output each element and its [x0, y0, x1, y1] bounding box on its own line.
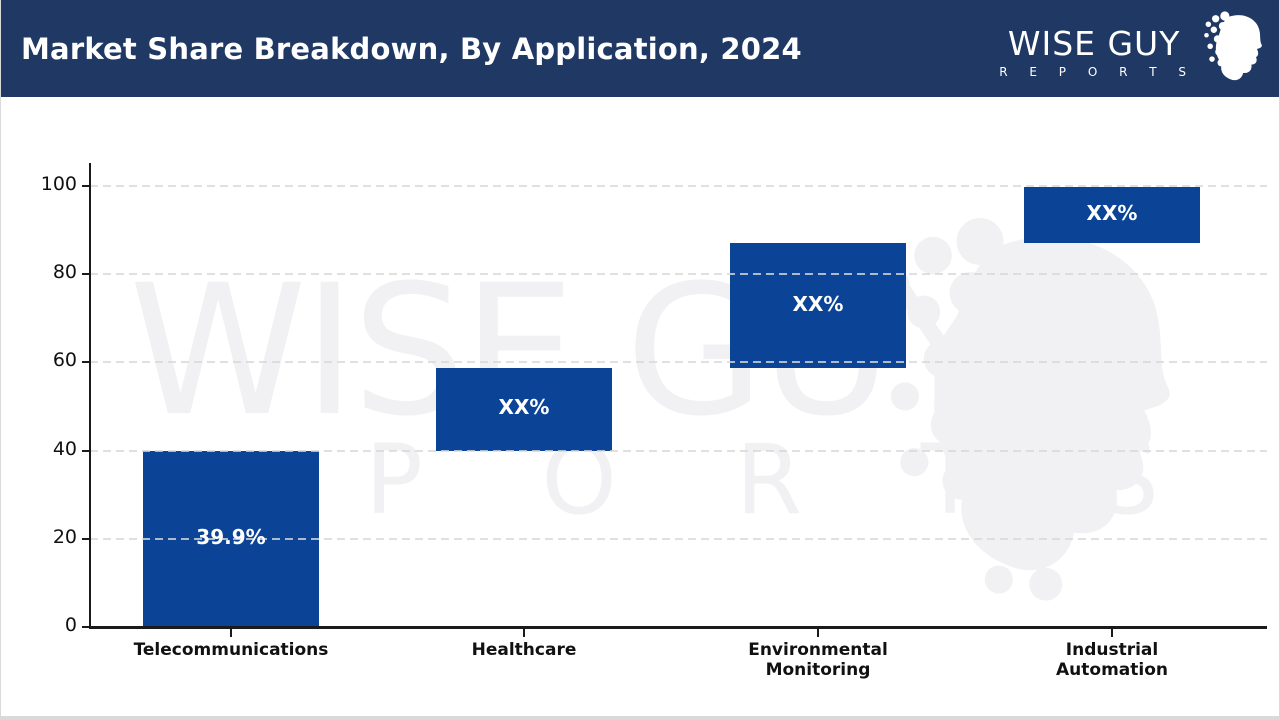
y-tick-mark: [82, 449, 89, 452]
bar-value-label: XX%: [498, 395, 550, 420]
gridline: [90, 273, 1267, 276]
x-axis: [89, 626, 1267, 629]
x-category-label-telecommunications: Telecommunications: [133, 640, 329, 660]
x-tick-mark: [230, 629, 232, 637]
bar-value-label: XX%: [792, 291, 844, 316]
report-title: Market Share Breakdown, By Application, …: [21, 31, 802, 66]
brand-wordmark: WISE GUY R E P O R T S: [993, 24, 1195, 79]
y-tick-mark: [82, 185, 89, 187]
brand-logo: WISE GUY R E P O R T S: [999, 6, 1267, 92]
x-category-label-healthcare: Healthcare: [471, 640, 577, 660]
y-tick-label: 40: [52, 437, 77, 460]
bar-value-label: XX%: [1086, 201, 1138, 226]
gridline: [90, 449, 1267, 452]
gridline: [90, 537, 1267, 540]
gridline: [90, 185, 1267, 187]
brand-subname: R E P O R T S: [999, 65, 1195, 79]
y-tick-mark: [82, 537, 89, 540]
y-axis: [89, 163, 91, 629]
watermark-head-icon: [874, 218, 1170, 601]
bar-value-label: 39.9%: [196, 525, 266, 550]
gridline: [90, 361, 1267, 364]
y-tick-label: 0: [64, 614, 77, 636]
x-category-label-environmental-monitoring: Environmental Monitoring: [748, 640, 888, 680]
y-tick-label: 60: [52, 349, 77, 372]
y-tick-mark: [82, 361, 89, 364]
header-bar: Market Share Breakdown, By Application, …: [1, 0, 1279, 97]
brand-name: WISE GUY: [1007, 24, 1181, 63]
x-tick-mark: [1111, 629, 1113, 637]
y-tick-label: 20: [52, 525, 77, 548]
x-tick-mark: [523, 629, 525, 637]
y-tick-mark: [82, 626, 89, 628]
x-category-label-industrial-automation: Industrial Automation: [1056, 640, 1168, 680]
bar-healthcare: [436, 367, 612, 452]
y-tick-label: 80: [52, 261, 77, 284]
y-tick-mark: [82, 273, 89, 276]
bar-industrial-automation: [1024, 186, 1200, 244]
bar-environmental-monitoring: [730, 243, 906, 368]
brand-head-icon: [1204, 11, 1262, 81]
x-tick-mark: [817, 629, 819, 637]
y-tick-label: 100: [40, 173, 77, 195]
